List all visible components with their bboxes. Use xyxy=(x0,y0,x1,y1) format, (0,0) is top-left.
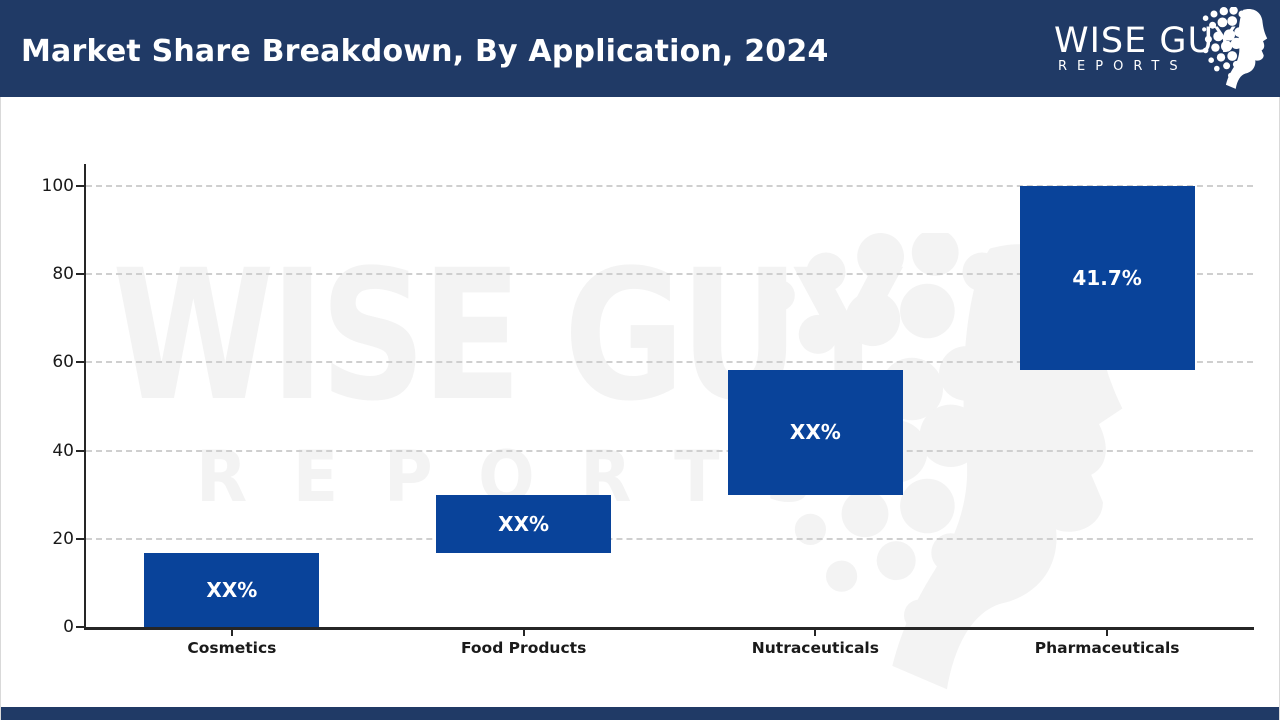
x-category-label: Cosmetics xyxy=(187,639,277,657)
bar-food-products: XX% xyxy=(436,494,612,554)
logo-subtext: REPORTS xyxy=(1058,59,1188,74)
y-tick-100 xyxy=(76,185,84,187)
bar-value-label: XX% xyxy=(498,512,550,536)
x-tick-1 xyxy=(522,630,525,636)
bar-cosmetics: XX% xyxy=(144,553,320,627)
y-tick-40 xyxy=(76,449,84,452)
y-tick-80 xyxy=(76,273,84,276)
y-tick-label-80: 80 xyxy=(52,264,74,285)
bar-value-label: 41.7% xyxy=(1072,265,1142,290)
gridline-y-60 xyxy=(86,361,1253,364)
brand-logo: WISE GUY REPORTS xyxy=(1000,0,1272,97)
x-tick-0 xyxy=(230,630,233,636)
x-axis-spine xyxy=(84,627,1254,630)
x-tick-3 xyxy=(1106,630,1109,636)
gridline-y-40 xyxy=(86,449,1253,452)
y-axis-spine xyxy=(84,164,86,629)
y-tick-0 xyxy=(76,626,84,628)
page-title: Market Share Breakdown, By Application, … xyxy=(21,34,829,69)
page-border-left xyxy=(0,97,1,720)
y-tick-label-40: 40 xyxy=(52,440,74,461)
footer-bar xyxy=(0,707,1280,720)
bar-nutraceuticals: XX% xyxy=(727,369,903,495)
y-tick-label-60: 60 xyxy=(52,352,74,373)
y-tick-60 xyxy=(76,361,84,364)
y-tick-label-0: 0 xyxy=(63,617,74,637)
x-category-label: Food Products xyxy=(460,639,587,657)
plot-area: 0 20 40 60 80 100 XX% Cosmetics XX% Food Products… xyxy=(0,97,1280,720)
dotted-head-icon xyxy=(1202,7,1268,89)
x-category-label: Nutraceuticals xyxy=(751,639,879,657)
bar-value-label: XX% xyxy=(789,420,841,445)
gridline-y-80 xyxy=(86,273,1253,276)
x-category-label: Pharmaceuticals xyxy=(1034,639,1180,657)
y-tick-label-100: 100 xyxy=(41,176,74,196)
bar-value-label: XX% xyxy=(206,578,258,603)
bar-pharmaceuticals: 41.7% xyxy=(1019,186,1195,370)
y-tick-20 xyxy=(76,537,84,540)
gridline-y-20 xyxy=(86,537,1253,540)
chart-area: WISE GUY REPORTS 0 20 40 60 80 100 XX% Cosmetic… xyxy=(0,97,1280,720)
x-tick-2 xyxy=(814,630,817,636)
gridline-y-100 xyxy=(86,185,1253,187)
y-tick-label-20: 20 xyxy=(52,528,74,549)
header-bar: Market Share Breakdown, By Application, … xyxy=(0,0,1280,97)
